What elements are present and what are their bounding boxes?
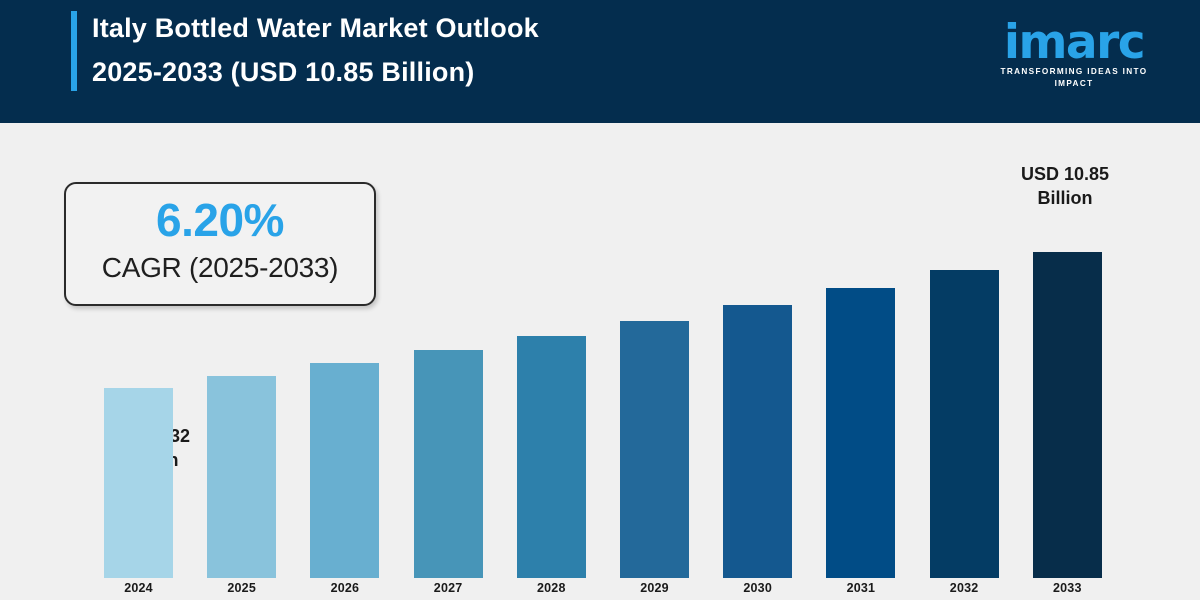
bar-group: 2032 — [929, 270, 999, 595]
cagr-value: 6.20% — [156, 194, 284, 246]
x-axis-label-2025: 2025 — [227, 581, 256, 595]
end-value-unit: Billion — [1037, 188, 1093, 208]
x-axis-label-2031: 2031 — [846, 581, 876, 595]
bar-2029[interactable] — [620, 321, 689, 578]
bar-chart: 2024 2025 2026 2027 2028 2029 2030 2031 2032 2033 — [0, 123, 1200, 600]
x-axis-label-2033: 2033 — [1052, 581, 1082, 595]
bar-2025[interactable] — [207, 376, 277, 578]
x-axis-label-2027: 2027 — [433, 581, 463, 595]
end-value-callout: USD 10.85 Billion — [985, 162, 1145, 210]
bar-2031[interactable] — [826, 288, 896, 578]
chart-plot-area: 2024 2025 2026 2027 2028 2029 2030 2031 2032 2033 — [0, 123, 1200, 600]
bar-2033[interactable] — [1032, 252, 1102, 578]
end-value-amount: USD 10.85 — [1020, 164, 1110, 184]
logo-tagline: TRANSFORMING IDEAS INTO IMPACT — [1000, 67, 1148, 88]
bar-2026[interactable] — [310, 363, 380, 578]
cagr-label: CAGR (2025-2033) — [101, 252, 339, 283]
header-accent-bar — [71, 11, 77, 91]
bar-group: 2033 — [1032, 252, 1102, 595]
bar-group: 2031 — [826, 288, 896, 595]
page-title-line-1: Italy Bottled Water Market Outlook — [92, 13, 539, 43]
bar-group: 2025 — [207, 376, 277, 595]
bar-group: 2024 — [104, 388, 173, 595]
page-header: Italy Bottled Water Market Outlook 2025-… — [0, 0, 1200, 123]
x-axis-label-2028: 2028 — [536, 581, 566, 595]
bar-2028[interactable] — [516, 336, 586, 578]
bar-2024[interactable] — [104, 388, 173, 578]
x-axis-label-2029: 2029 — [640, 581, 669, 595]
cagr-callout-box: 6.20% CAGR (2025-2033) — [64, 182, 376, 306]
bar-group: 2026 — [310, 363, 380, 595]
imarc-logo: imarc TRANSFORMING IDEAS INTO IMPACT — [984, 18, 1164, 90]
bar-2030[interactable] — [723, 305, 793, 578]
bar-group: 2027 — [413, 350, 483, 595]
page-title: Italy Bottled Water Market Outlook 2025-… — [92, 6, 912, 94]
logo-wordmark: imarc — [1003, 15, 1146, 70]
x-axis-label-2024: 2024 — [124, 581, 153, 595]
bar-group: 2028 — [516, 336, 586, 595]
x-axis-label-2032: 2032 — [949, 581, 979, 595]
bar-2027[interactable] — [413, 350, 483, 578]
bar-group: 2029 — [620, 321, 689, 595]
x-axis-label-2030: 2030 — [743, 581, 772, 595]
page-title-line-2: 2025-2033 (USD 10.85 Billion) — [92, 57, 475, 87]
bar-group: 2030 — [723, 305, 793, 595]
bar-2032[interactable] — [929, 270, 999, 578]
x-axis-label-2026: 2026 — [330, 581, 360, 595]
